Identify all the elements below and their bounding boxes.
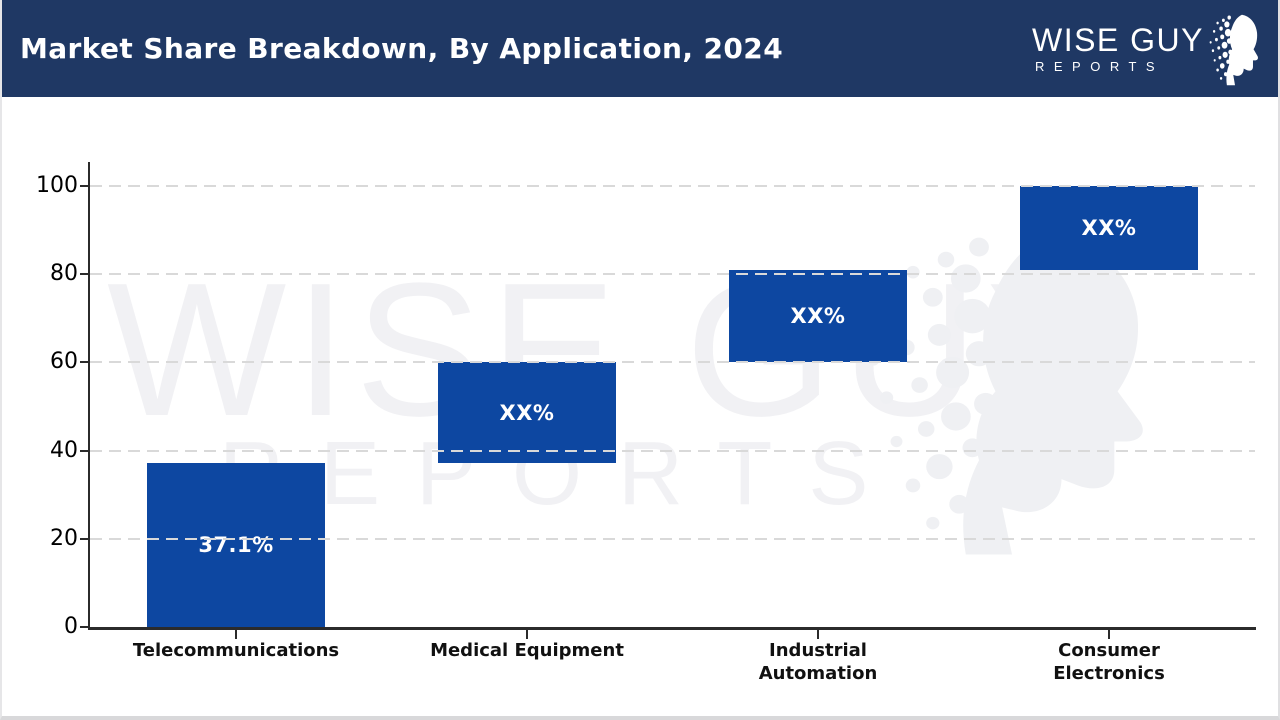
y-tick-mark: [80, 273, 88, 275]
logo-brand-text: WISE GUY: [1031, 22, 1204, 58]
y-tick-mark: [80, 450, 88, 452]
x-category-label: Medical Equipment: [430, 640, 624, 661]
x-tick-mark: [526, 630, 528, 639]
logo-text: WISE GUY REPORTS: [1032, 24, 1204, 73]
y-tick-mark: [80, 538, 88, 540]
brand-logo: WISE GUY REPORTS: [1032, 10, 1264, 88]
y-tick-label: 100: [36, 173, 78, 198]
y-tick-label: 80: [50, 261, 78, 286]
bar: XX%: [438, 362, 616, 463]
bar-value-label: XX%: [1081, 216, 1137, 240]
x-category-label: Consumer Electronics: [1053, 640, 1165, 684]
bar-value-label: 37.1%: [198, 533, 274, 557]
x-tick-mark: [1108, 630, 1110, 639]
bar-value-label: XX%: [499, 400, 555, 425]
y-tick-label: 20: [50, 526, 78, 551]
logo-face-icon: [1206, 12, 1264, 88]
y-tick-label: 60: [50, 349, 78, 374]
logo-sub-text: REPORTS: [1034, 59, 1165, 74]
y-tick-label: 40: [50, 438, 78, 463]
y-tick-label: 0: [64, 614, 78, 639]
x-tick-mark: [817, 630, 819, 639]
x-category-label: Industrial Automation: [758, 640, 878, 684]
header-bar: Market Share Breakdown, By Application, …: [2, 0, 1278, 97]
x-axis-line: [88, 627, 1256, 630]
x-tick-mark: [235, 630, 237, 639]
chart-title: Market Share Breakdown, By Application, …: [20, 32, 784, 65]
y-tick-mark: [80, 626, 88, 628]
y-tick-mark: [80, 361, 88, 363]
x-category-label: Telecommunications: [132, 640, 340, 661]
bar: XX%: [729, 270, 907, 362]
bar-value-label: XX%: [790, 304, 846, 328]
y-axis-line: [88, 162, 90, 630]
bar: 37.1%: [147, 463, 325, 627]
y-tick-mark: [80, 185, 88, 187]
bar: XX%: [1020, 186, 1198, 270]
